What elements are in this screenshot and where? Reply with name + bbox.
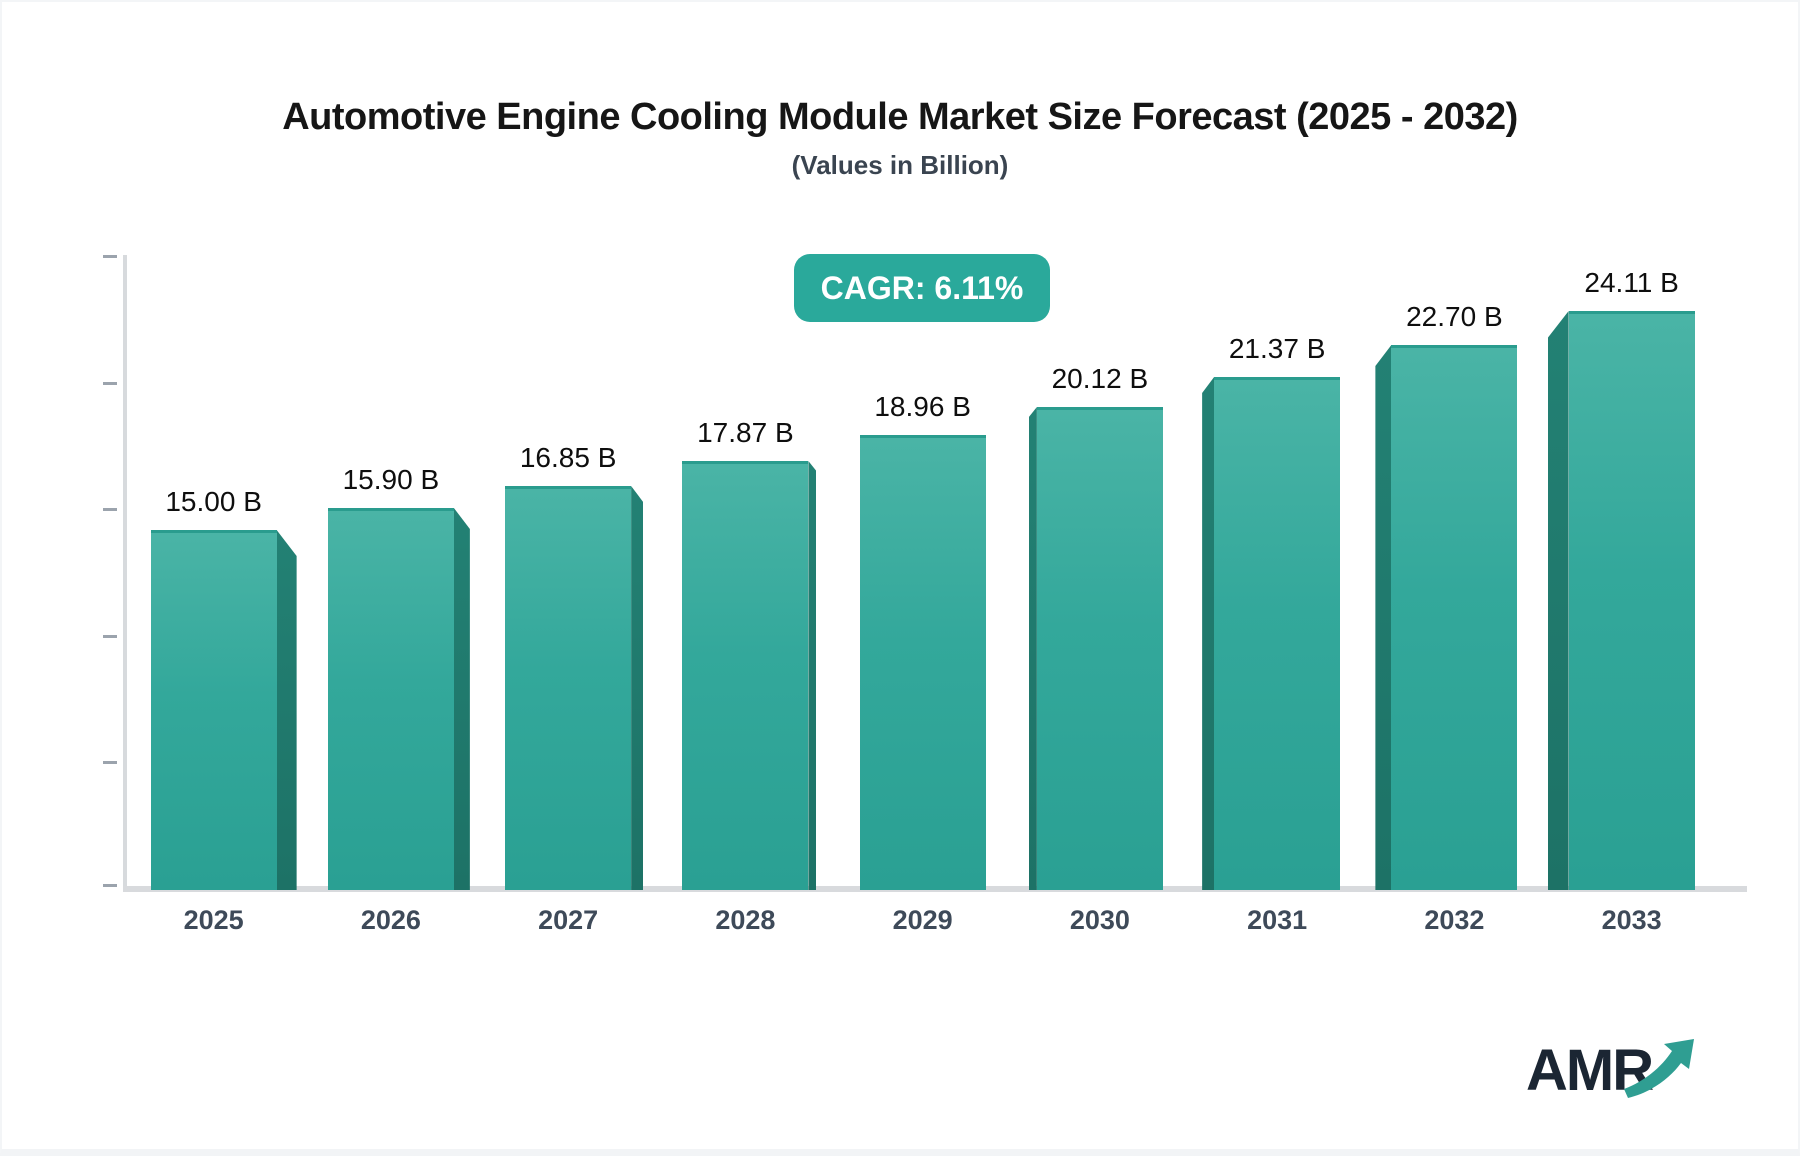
y-tick-mark (103, 382, 117, 385)
bars-container: 15.00 B 15.90 B 16.85 B 17.87 B 18.96 B 20.12… (125, 2, 1720, 890)
y-tick-mark (103, 635, 117, 638)
x-axis-label-2030: 2030 (1069, 905, 1130, 935)
bar-column-2026: 15.90 B (302, 464, 479, 890)
bar-front-face (505, 486, 632, 890)
y-axis-line (123, 255, 127, 888)
bar-column-2028: 17.87 B (657, 417, 834, 890)
x-axis-label-2031: 2031 (1247, 905, 1308, 935)
bar-front-face (150, 530, 277, 890)
bar-3d (682, 461, 817, 890)
bar-column-2031: 21.37 B (1189, 333, 1366, 890)
bar-side-face (1202, 377, 1215, 890)
bar-column-2025: 15.00 B (125, 486, 302, 890)
bar-value-label: 22.70 B (1406, 301, 1503, 332)
bar-column-2032: 22.70 B (1366, 301, 1543, 890)
bar-side-face (1028, 407, 1037, 890)
amr-logo: AMR (1526, 1038, 1694, 1103)
bar-side-face (808, 461, 817, 890)
x-axis-label-2025: 2025 (183, 905, 244, 935)
bar-column-2030: 20.12 B (1011, 363, 1188, 890)
bar-front-face (1036, 407, 1163, 890)
x-axis-label-2029: 2029 (892, 905, 953, 935)
bar-3d (1202, 377, 1341, 890)
bar-value-label: 20.12 B (1051, 363, 1149, 394)
bar-value-label: 21.37 B (1228, 333, 1326, 364)
bar-value-label: 15.00 B (165, 486, 262, 517)
bar-3d (1547, 311, 1695, 890)
x-axis-label-2026: 2026 (360, 905, 421, 935)
y-tick-mark (103, 761, 117, 764)
bar-front-face (859, 435, 986, 890)
bar-column-2029: 18.96 B (834, 391, 1011, 890)
bar-side-face (1375, 345, 1392, 890)
chart-title: Automotive Engine Cooling Module Market … (282, 96, 1518, 138)
bar-3d (505, 486, 644, 890)
chart-subtitle: (Values in Billion) (791, 150, 1009, 180)
cagr-badge-label: CAGR: 6.11% (820, 269, 1024, 306)
bar-front-face (327, 508, 454, 890)
bar-column-2033: 24.11 B (1543, 267, 1720, 890)
y-tick-mark (103, 255, 117, 258)
y-tick-mark (103, 884, 117, 887)
bar-front-face (1214, 377, 1341, 890)
bar-value-label: 15.90 B (342, 464, 440, 495)
amr-logo-arrow-icon (1624, 1039, 1694, 1098)
x-axis-label-2032: 2032 (1424, 905, 1485, 935)
bar-3d (859, 435, 986, 890)
bar-side-face (631, 486, 644, 890)
x-axis-label-2033: 2033 (1601, 905, 1662, 935)
bar-value-label: 17.87 B (697, 417, 794, 448)
bar-3d (150, 530, 297, 890)
bar-front-face (1568, 311, 1695, 890)
bar-3d (327, 508, 470, 890)
bar-front-face (682, 461, 809, 890)
bar-3d (1028, 407, 1163, 890)
bar-column-2027: 16.85 B (480, 442, 657, 890)
bar-3d (1375, 345, 1518, 890)
y-tick-mark (103, 508, 117, 511)
x-axis-labels: 2025 2026 2027 2028 2029 2030 2031 2032 2033 (125, 900, 1720, 940)
x-axis-label-2028: 2028 (715, 905, 776, 935)
bar-value-label: 16.85 B (519, 442, 617, 473)
bar-side-face (276, 530, 297, 890)
bar-value-label: 24.11 B (1584, 267, 1679, 298)
x-axis-label-2027: 2027 (538, 905, 599, 935)
cagr-badge: CAGR: 6.11% (794, 254, 1050, 322)
bar-value-label: 18.96 B (874, 391, 971, 422)
bar-front-face (1391, 345, 1518, 890)
bar-side-face (453, 508, 470, 890)
bar-side-face (1547, 311, 1569, 890)
